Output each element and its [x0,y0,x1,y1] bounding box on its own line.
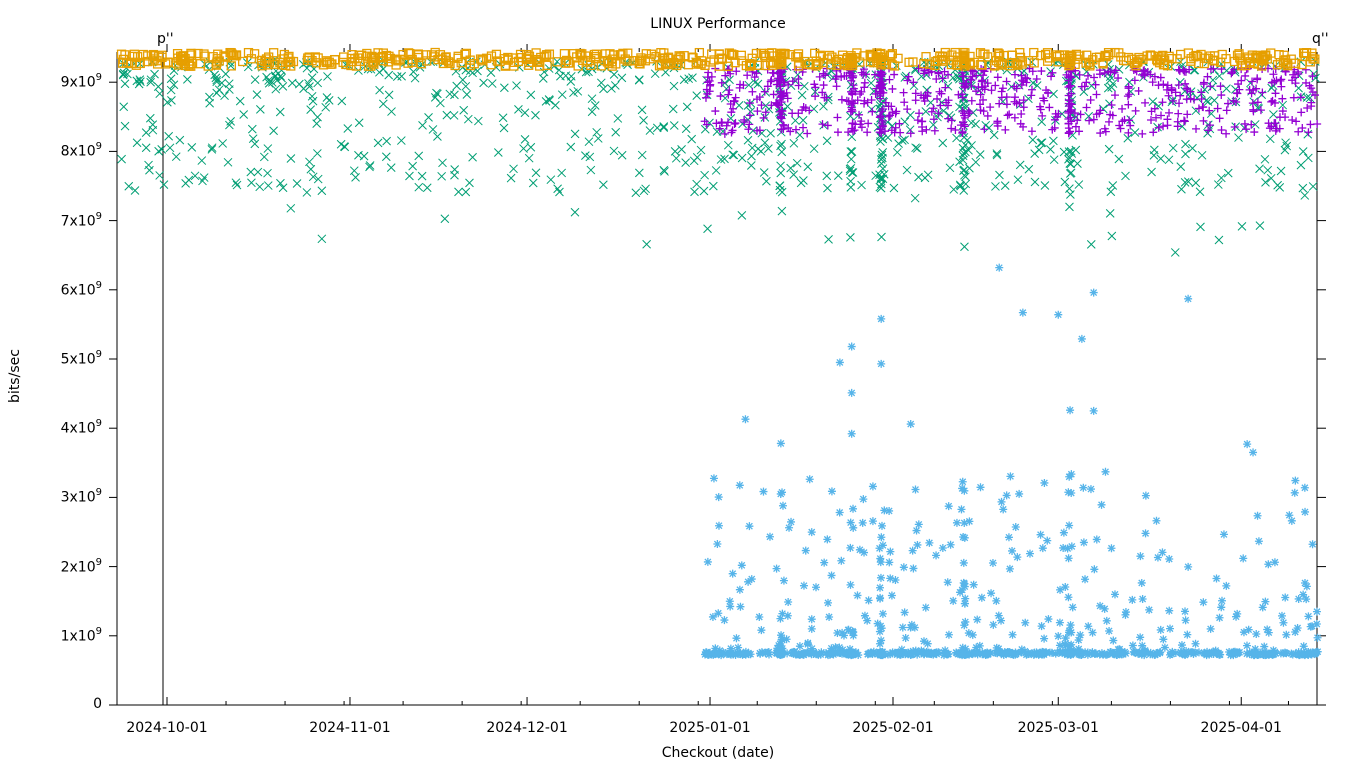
x-tick-label: 2024-12-01 [486,720,568,736]
marker-label-q: q'' [1312,31,1329,47]
y-tick-label: 4x109 [60,418,102,437]
x-tick-label: 2025-02-01 [852,720,934,736]
chart-title: LINUX Performance [650,16,786,32]
x-tick-label: 2025-04-01 [1200,720,1282,736]
y-tick-label: 2x109 [60,556,102,576]
y-tick-label: 8x109 [60,141,102,161]
x-tick-label: 2024-11-01 [309,720,391,736]
y-tick-label: 5x109 [60,349,102,368]
x-axis-label: Checkout (date) [661,745,775,761]
y-tick-label: 9x109 [60,72,102,91]
y-tick-label: 0 [93,696,102,712]
x-tick-label: 2025-03-01 [1017,720,1099,736]
y-tick-label: 7x109 [60,210,102,230]
y-axis-label: bits/sec [7,349,23,403]
plot-area [116,47,1322,660]
y-tick-label: 6x109 [60,279,102,299]
marker-label-p: p'' [157,31,174,47]
y-tick-label: 3x109 [60,487,102,507]
x-tick-label: 2024-10-01 [126,720,208,736]
x-tick-label: 2025-01-01 [669,720,751,736]
y-tick-label: 1x109 [60,625,102,645]
